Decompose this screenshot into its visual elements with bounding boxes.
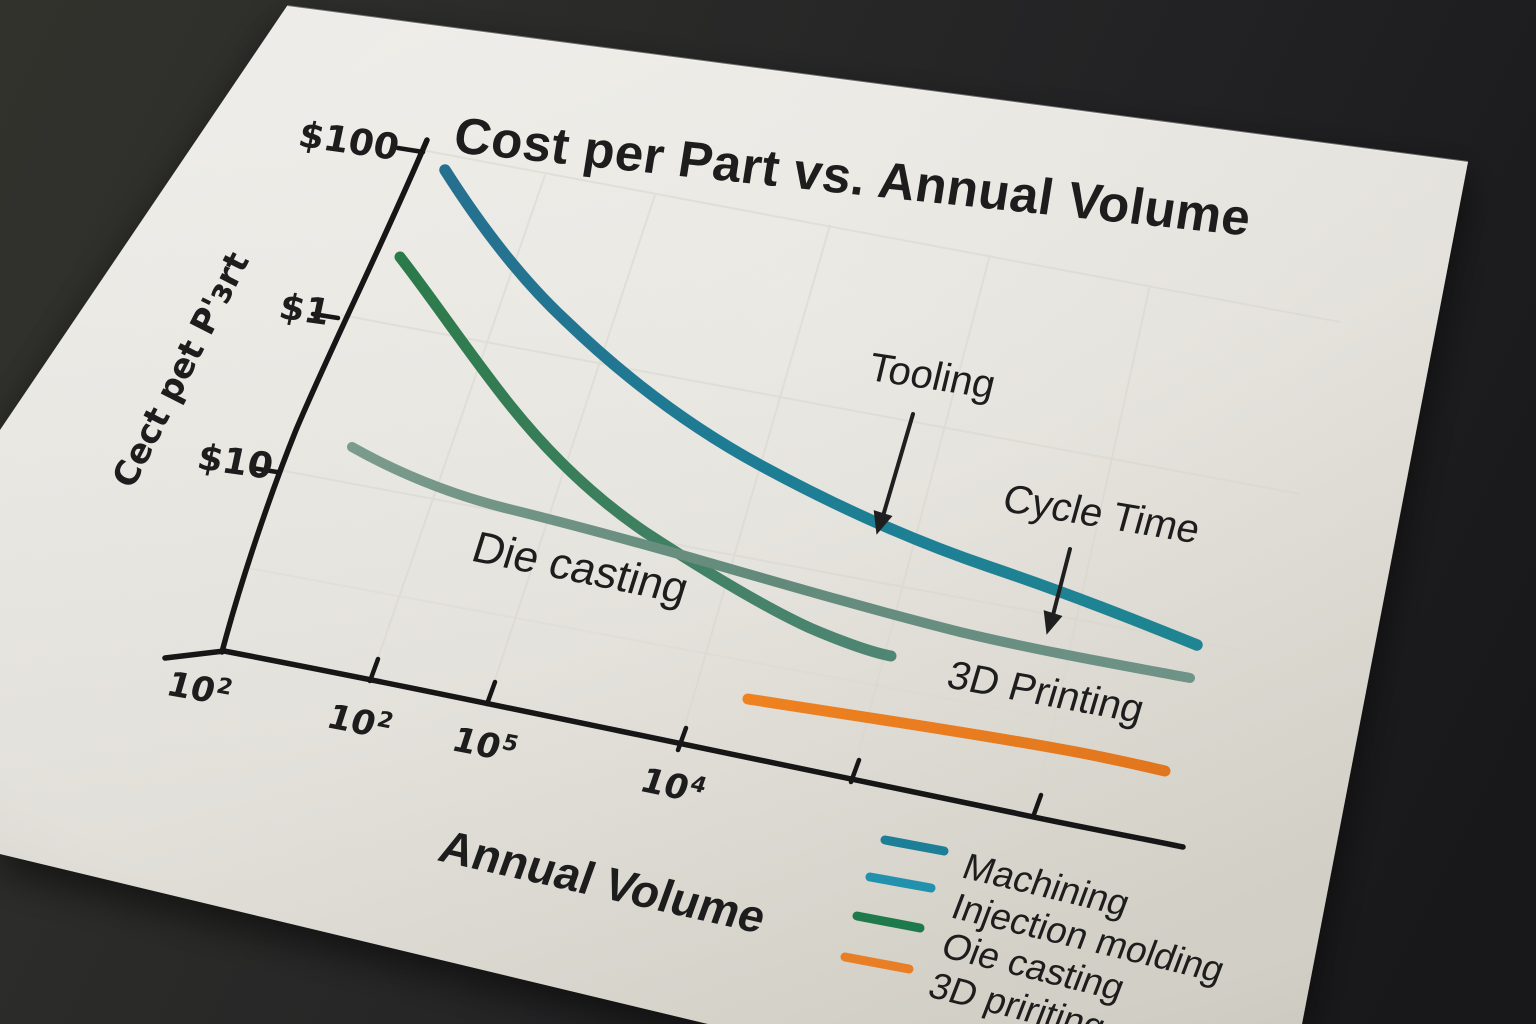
axis-ticks [249,145,1044,820]
x-tick-3 [675,725,689,753]
paper-vignette [0,6,1468,1024]
x-tick-5 [1030,792,1044,820]
y-tick-label-1: $1 [276,287,334,334]
annotation-arrows [873,412,1072,635]
corner-tick-base: 10 [162,665,220,712]
y-axis-line [219,137,430,655]
legend-swatch-machining [880,835,949,856]
gridline-vertical-3 [677,224,831,751]
gridline-vertical-4 [850,254,991,783]
x-tick-2-exp: 5 [499,730,522,757]
axes [162,137,1186,850]
tooling-arrow-head [873,510,893,535]
chart-grid [247,147,1341,818]
y-tick-1 [310,311,341,321]
x-tick-2 [484,679,498,707]
cycle-time-arrow-line [1051,547,1072,617]
legend-swatch-3d-printing [840,952,914,974]
gridline-horizontal-10 [278,469,1241,651]
gridline-vertical-2 [486,194,656,705]
gridline-vertical-5 [1032,284,1151,818]
curve-3d-printing [742,693,1171,777]
curve-cycle-time [347,442,1195,683]
x-tick-label-3: 104 [635,761,710,812]
gridline-horizontal-100 [410,147,1341,323]
y-tick-100 [395,145,426,155]
x-tick-4 [848,757,862,785]
gridline-horizontal-1 [340,314,1301,495]
legend-swatch-die-casting [852,911,925,933]
paper-edge-highlight [286,5,1469,163]
legend-swatch-injection-molding [865,872,936,893]
gridline-horizontal-low [247,567,1181,743]
corner-tick-label: 102 [162,665,236,715]
x-tick-1 [367,656,381,684]
corner-tick-exp: 2 [214,674,236,701]
x-axis-line [162,648,1186,850]
x-tick-1-exp: 2 [374,707,397,734]
curve-die-casting [394,251,897,662]
cycle-time-arrow-head [1043,610,1063,635]
tooling-arrow-line [881,412,915,518]
y-tick-10 [249,465,280,475]
